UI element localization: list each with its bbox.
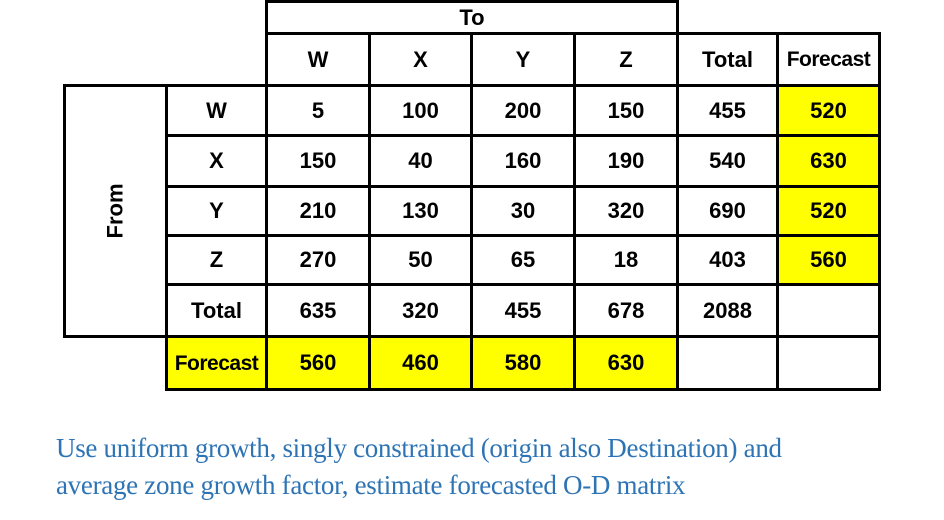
cell-y-forecast: 520 (776, 185, 881, 237)
cell-w-z: 150 (573, 84, 679, 137)
col-header-forecast: Forecast (776, 32, 881, 87)
cell-z-x: 50 (368, 234, 473, 286)
col-header-x: X (368, 32, 473, 87)
instruction-line-1: Use uniform growth, singly constrained (… (56, 433, 782, 463)
cell-w-total: 455 (676, 84, 779, 137)
cell-forecast-forecast (776, 335, 881, 391)
cell-x-x: 40 (368, 134, 473, 188)
cell-y-z: 320 (573, 185, 679, 237)
cell-z-total: 403 (676, 234, 779, 286)
row-header-w: W (165, 84, 268, 137)
cell-forecast-y: 580 (470, 335, 576, 391)
cell-y-x: 130 (368, 185, 473, 237)
cell-z-w: 270 (265, 234, 371, 286)
cell-x-y: 160 (470, 134, 576, 188)
row-header-total: Total (165, 283, 268, 338)
col-header-total: Total (676, 32, 779, 87)
cell-total-y: 455 (470, 283, 576, 338)
cell-x-total: 540 (676, 134, 779, 188)
to-span-header: To (265, 0, 679, 35)
instruction-text: Use uniform growth, singly constrained (… (56, 430, 916, 504)
row-header-y: Y (165, 185, 268, 237)
cell-forecast-z: 630 (573, 335, 679, 391)
cell-total-forecast (776, 283, 881, 338)
cell-total-z: 678 (573, 283, 679, 338)
cell-y-y: 30 (470, 185, 576, 237)
cell-w-y: 200 (470, 84, 576, 137)
from-span-header: From (63, 84, 168, 338)
cell-total-x: 320 (368, 283, 473, 338)
cell-z-forecast: 560 (776, 234, 881, 286)
row-header-z: Z (165, 234, 268, 286)
from-label: From (102, 183, 128, 239)
instruction-line-2: average zone growth factor, estimate for… (56, 470, 686, 500)
cell-forecast-x: 460 (368, 335, 473, 391)
col-header-w: W (265, 32, 371, 87)
cell-x-w: 150 (265, 134, 371, 188)
cell-total-w: 635 (265, 283, 371, 338)
cell-w-x: 100 (368, 84, 473, 137)
row-header-forecast: Forecast (165, 335, 268, 391)
cell-x-forecast: 630 (776, 134, 881, 188)
cell-x-z: 190 (573, 134, 679, 188)
cell-z-y: 65 (470, 234, 576, 286)
col-header-z: Z (573, 32, 679, 87)
cell-forecast-w: 560 (265, 335, 371, 391)
cell-w-w: 5 (265, 84, 371, 137)
col-header-y: Y (470, 32, 576, 87)
cell-y-total: 690 (676, 185, 779, 237)
cell-forecast-total (676, 335, 779, 391)
cell-total-total: 2088 (676, 283, 779, 338)
cell-z-z: 18 (573, 234, 679, 286)
row-header-x: X (165, 134, 268, 188)
cell-w-forecast: 520 (776, 84, 881, 137)
cell-y-w: 210 (265, 185, 371, 237)
